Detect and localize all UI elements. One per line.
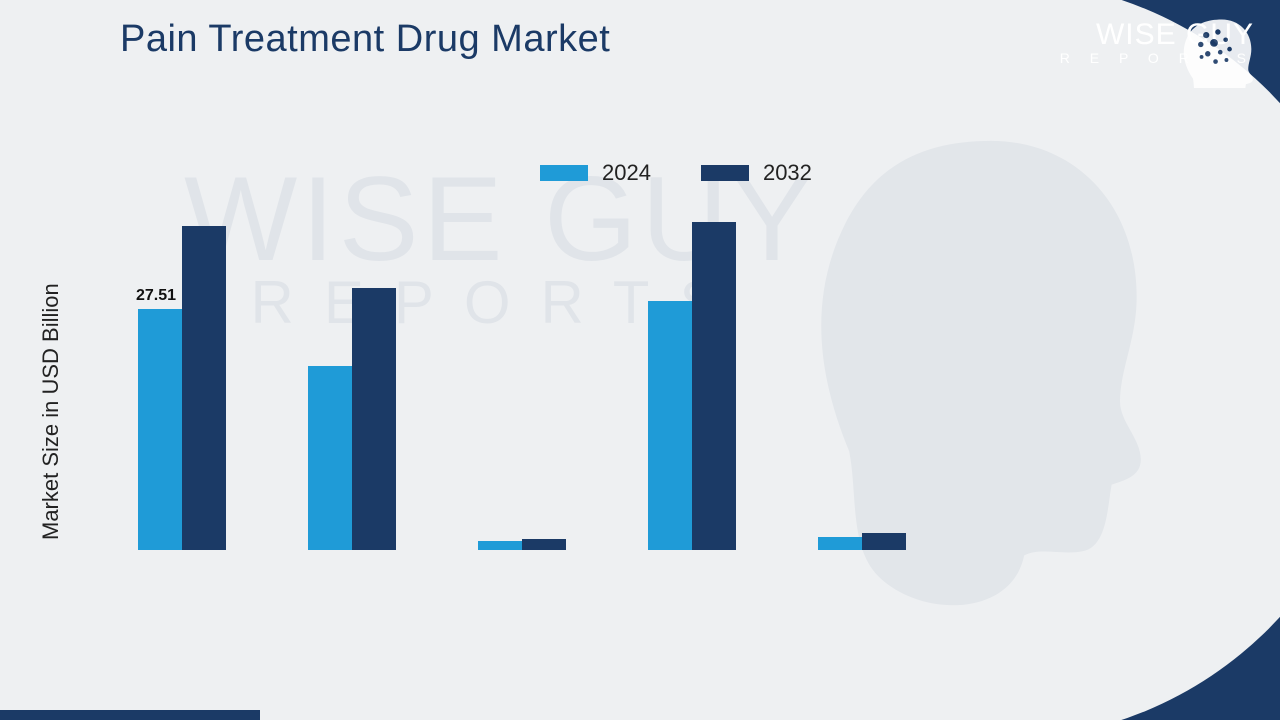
bar-2032 [182,226,226,550]
bar-2032 [862,533,906,551]
bar-2024 [648,301,692,550]
legend-label-2024: 2024 [602,160,651,186]
y-axis-label: Market Size in USD Billion [38,283,64,540]
bar-2024 [818,537,862,550]
chart-plot-area: 27.51NORTH AMERICAEUROPESOUTH AMERICAASI… [110,200,960,550]
legend-label-2032: 2032 [763,160,812,186]
legend-item-2032: 2032 [701,160,812,186]
bar-2032 [352,288,396,551]
bar-2024 [138,309,182,550]
legend: 2024 2032 [540,160,812,186]
legend-swatch-2032 [701,165,749,181]
brand-logo: WISE GUY R E P O R T S [1060,18,1254,66]
legend-swatch-2024 [540,165,588,181]
legend-item-2024: 2024 [540,160,651,186]
bar-2032 [522,539,566,550]
bar-value-label: 27.51 [116,287,196,305]
bar-2024 [308,366,352,550]
bar-2024 [478,541,522,550]
bar-2032 [692,222,736,550]
brain-head-icon [1174,18,1254,88]
stage: Pain Treatment Drug Market WISE GUY R E … [0,0,1280,720]
chart-title: Pain Treatment Drug Market [120,18,610,61]
bottom-accent-bar [0,710,260,720]
